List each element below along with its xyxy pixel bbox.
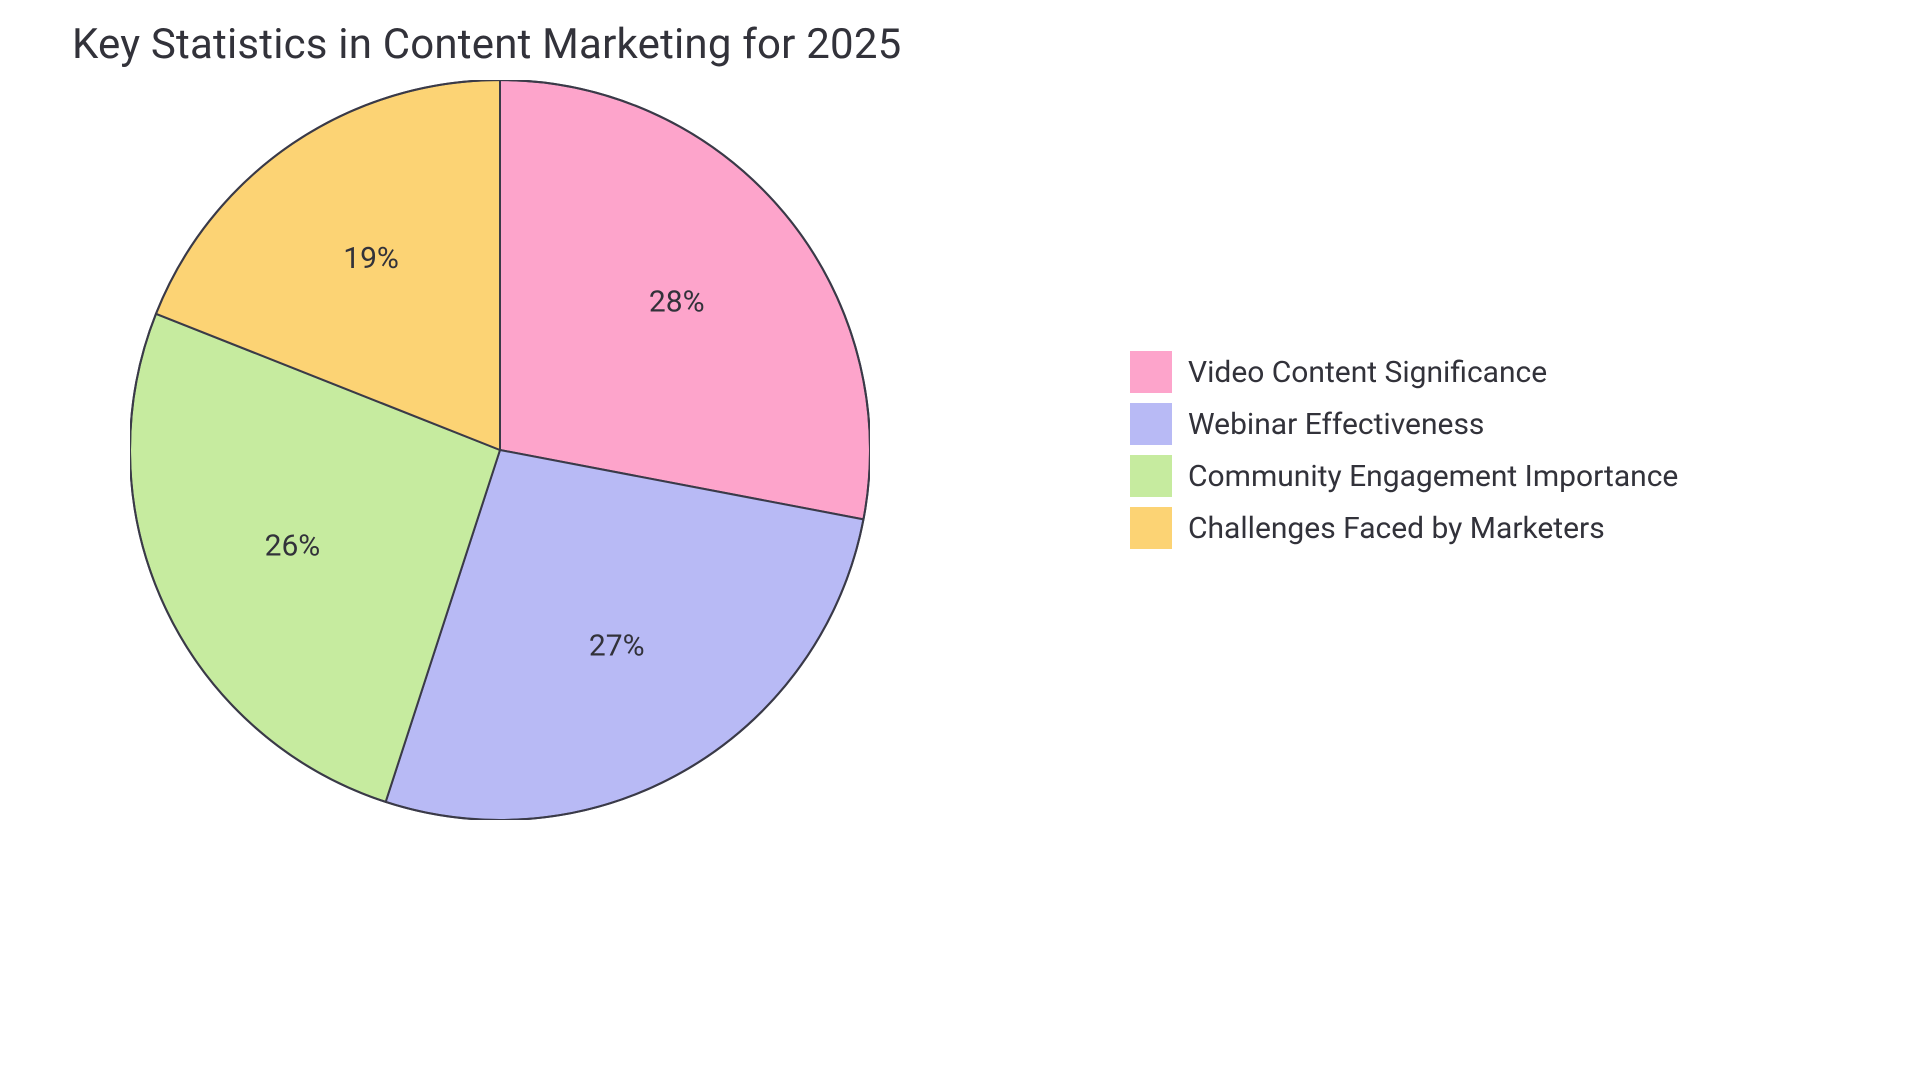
legend-item: Webinar Effectiveness (1130, 403, 1678, 445)
legend-item: Challenges Faced by Marketers (1130, 507, 1678, 549)
legend-swatch (1130, 507, 1172, 549)
pie-chart: 28% 27% 26% 19% (130, 80, 870, 820)
chart-title: Key Statistics in Content Marketing for … (72, 20, 901, 69)
legend-label: Challenges Faced by Marketers (1188, 511, 1605, 546)
slice-label: 26% (265, 529, 321, 564)
legend-item: Video Content Significance (1130, 351, 1678, 393)
slice-label: 27% (589, 628, 645, 663)
legend-swatch (1130, 403, 1172, 445)
legend-item: Community Engagement Importance (1130, 455, 1678, 497)
legend-swatch (1130, 455, 1172, 497)
chart-container: Key Statistics in Content Marketing for … (0, 0, 1920, 1083)
slice-label: 28% (649, 285, 705, 320)
legend-label: Community Engagement Importance (1188, 459, 1678, 494)
slice-label: 19% (343, 241, 399, 276)
legend: Video Content Significance Webinar Effect… (1130, 351, 1678, 549)
legend-label: Video Content Significance (1188, 355, 1547, 390)
legend-label: Webinar Effectiveness (1188, 407, 1484, 442)
legend-swatch (1130, 351, 1172, 393)
pie-svg: 28% 27% 26% 19% (130, 80, 870, 820)
